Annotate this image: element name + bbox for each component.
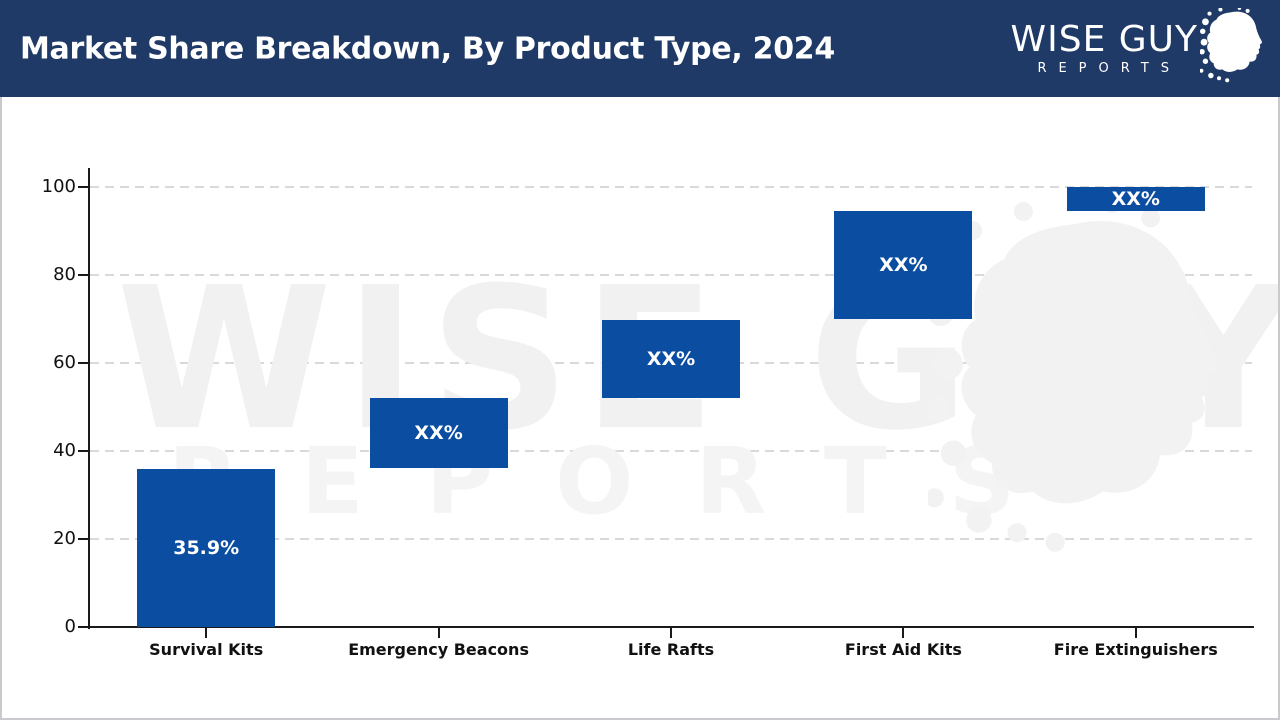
brand-subtitle: REPORTS [1037,60,1182,76]
gridline-80 [90,274,1252,276]
page-title: Market Share Breakdown, By Product Type,… [20,31,835,66]
bar-value-label: XX% [1111,188,1160,211]
bar-fire-extinguishers: XX% [1066,187,1205,212]
brand-logo-text: WISE GUY REPORTS [1011,21,1199,76]
x-axis-label-emergency-beacons: Emergency Beacons [348,640,529,659]
x-axis-spine [88,626,1254,628]
x-axis-label-survival-kits: Survival Kits [149,640,264,659]
y-tick-label-100: 100 [41,176,76,197]
bar-value-label: 35.9% [173,537,240,559]
brand-wordmark: WISE GUY [1010,19,1198,61]
x-axis-label-life-rafts: Life Rafts [627,640,715,659]
y-axis-spine [88,168,90,629]
y-tick-label-40: 40 [53,440,76,461]
x-tick-fire-extinguishers [1134,628,1137,638]
bar-value-label: XX% [646,348,696,371]
gridline-40 [90,450,1252,452]
watermark-subtitle: REPORTS [168,428,1078,535]
brand-face-icon [1200,7,1262,82]
x-tick-life-rafts [670,628,672,638]
y-tick-80 [78,274,88,276]
bar-first-aid-kits: XX% [834,211,973,320]
bar-value-label: XX% [879,254,928,277]
y-tick-label-20: 20 [53,528,76,549]
bar-life-rafts: XX% [602,319,740,399]
y-tick-label-80: 80 [53,264,76,285]
brand-logo: WISE GUY REPORTS [1011,5,1269,92]
x-axis-label-fire-extinguishers: Fire Extinguishers [1053,640,1218,659]
x-tick-survival-kits [205,628,208,638]
watermark-face-icon [928,197,1218,552]
y-tick-40 [78,450,88,452]
y-tick-label-60: 60 [53,352,76,373]
bar-survival-kits: 35.9% [137,469,276,627]
y-tick-label-0: 0 [64,616,76,637]
y-tick-60 [78,362,88,364]
y-tick-100 [78,186,88,188]
bar-emergency-beacons: XX% [369,398,508,469]
header: Market Share Breakdown, By Product Type,… [0,0,1280,97]
x-axis-label-first-aid-kits: First Aid Kits [844,640,962,659]
x-tick-emergency-beacons [437,628,440,638]
gridline-100 [90,186,1252,188]
bar-value-label: XX% [414,422,463,445]
gridline-20 [90,538,1252,540]
y-tick-0 [78,626,88,628]
y-tick-20 [78,538,88,540]
x-tick-first-aid-kits [902,628,905,638]
